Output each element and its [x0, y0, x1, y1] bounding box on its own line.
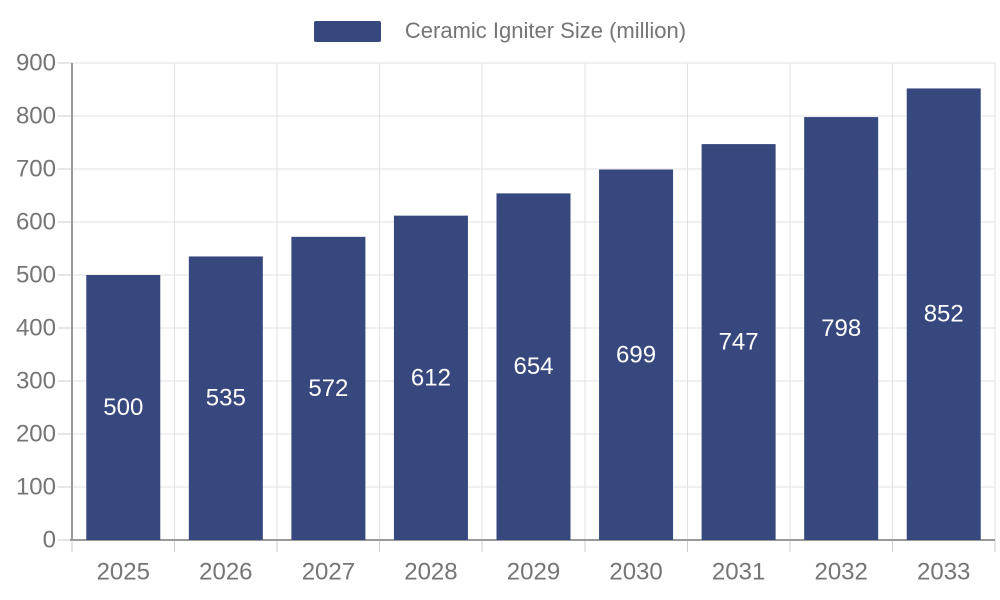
y-tick-label: 800 [16, 103, 56, 130]
bar-value-label: 798 [821, 315, 861, 342]
bar-value-label: 654 [513, 353, 553, 380]
y-tick-label: 300 [16, 368, 56, 395]
legend[interactable]: Ceramic Igniter Size (million) [0, 20, 1000, 42]
bar-2032[interactable] [804, 117, 879, 540]
x-tick-label: 2031 [712, 559, 765, 586]
bar-2027[interactable] [291, 236, 366, 540]
bar-2030[interactable] [599, 169, 674, 540]
legend-swatch [313, 20, 381, 42]
y-tick-label: 700 [16, 156, 56, 183]
x-tick-label: 2025 [97, 559, 150, 586]
bar-value-label: 699 [616, 341, 656, 368]
bar-2031[interactable] [701, 144, 776, 540]
bar-value-label: 612 [411, 364, 451, 391]
bar-value-label: 572 [308, 375, 348, 402]
bar-2029[interactable] [496, 193, 571, 540]
legend-label: Ceramic Igniter Size (million) [404, 18, 687, 43]
bar-2033[interactable] [906, 88, 981, 540]
bar-value-label: 500 [103, 394, 143, 421]
bar-2025[interactable] [86, 275, 161, 540]
bar-value-label: 852 [924, 301, 964, 328]
x-tick-label: 2032 [814, 559, 867, 586]
x-tick-label: 2027 [302, 559, 355, 586]
x-tick-label: 2026 [199, 559, 252, 586]
bar-value-label: 747 [719, 329, 759, 356]
y-tick-label: 900 [16, 50, 56, 77]
y-tick-label: 0 [43, 527, 56, 554]
y-tick-label: 200 [16, 421, 56, 448]
bar-2028[interactable] [393, 215, 468, 540]
bar-2026[interactable] [188, 256, 263, 540]
y-tick-label: 500 [16, 262, 56, 289]
x-tick-label: 2033 [917, 559, 970, 586]
y-tick-label: 600 [16, 209, 56, 236]
x-tick-label: 2028 [404, 559, 457, 586]
y-tick-label: 100 [16, 474, 56, 501]
bar-value-label: 535 [206, 385, 246, 412]
x-tick-label: 2029 [507, 559, 560, 586]
y-tick-label: 400 [16, 315, 56, 342]
x-tick-label: 2030 [609, 559, 662, 586]
